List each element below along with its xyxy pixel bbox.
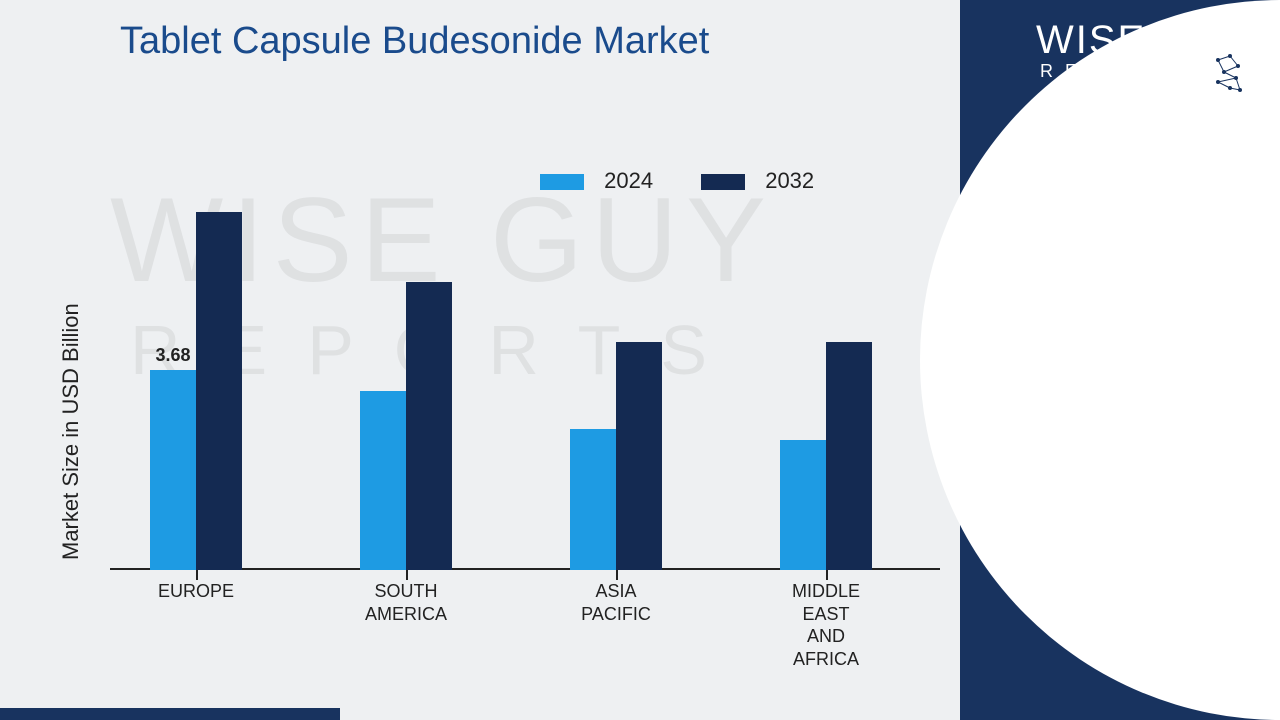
axis-tick bbox=[196, 570, 198, 580]
category-label: SOUTH AMERICA bbox=[336, 580, 476, 625]
legend-swatch-2032 bbox=[701, 174, 745, 190]
bar-value-label: 3.68 bbox=[133, 345, 213, 366]
axis-tick bbox=[826, 570, 828, 580]
canvas: WISE GUY REPORTS Tablet Capsule Budesoni… bbox=[0, 0, 1280, 720]
bar-2024-3 bbox=[780, 440, 826, 570]
bar-2024-1 bbox=[360, 391, 406, 570]
bar-chart: 3.68 bbox=[110, 190, 940, 570]
bar-2024-0 bbox=[150, 370, 196, 570]
bar-2024-2 bbox=[570, 429, 616, 570]
bar-2032-3 bbox=[826, 342, 872, 570]
category-label: MIDDLE EAST AND AFRICA bbox=[756, 580, 896, 670]
category-label: ASIA PACIFIC bbox=[546, 580, 686, 625]
bar-2032-0 bbox=[196, 212, 242, 570]
category-label: EUROPE bbox=[126, 580, 266, 603]
brand-logo: WISE GUY REPORTS bbox=[1036, 20, 1252, 80]
axis-tick bbox=[616, 570, 618, 580]
legend-swatch-2024 bbox=[540, 174, 584, 190]
y-axis-label: Market Size in USD Billion bbox=[58, 303, 84, 560]
bottom-accent-bar bbox=[0, 708, 340, 720]
ai-head-icon bbox=[1188, 38, 1258, 118]
bar-2032-1 bbox=[406, 282, 452, 570]
axis-tick bbox=[406, 570, 408, 580]
chart-title: Tablet Capsule Budesonide Market bbox=[120, 20, 709, 63]
bar-2032-2 bbox=[616, 342, 662, 570]
